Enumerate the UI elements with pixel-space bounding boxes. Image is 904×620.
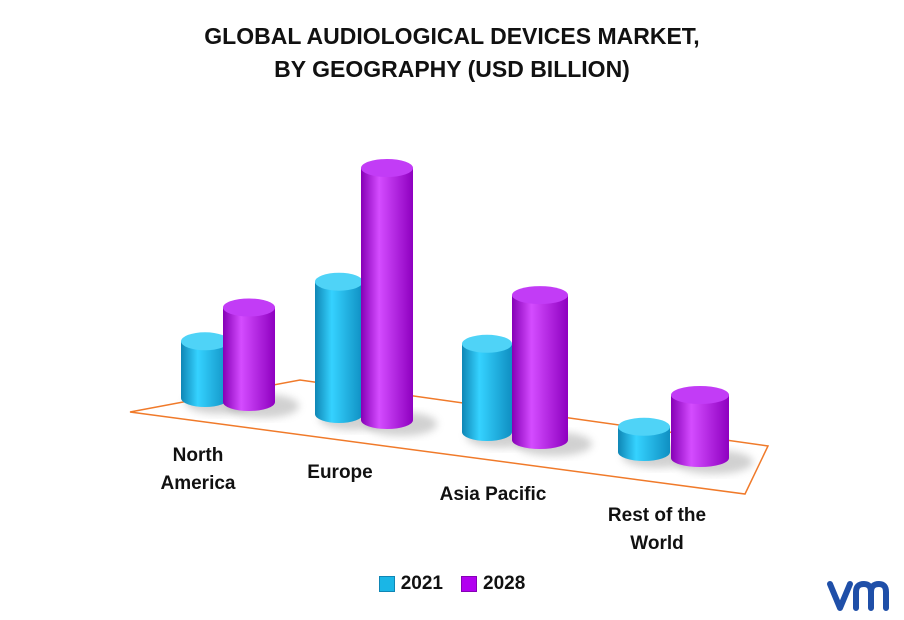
legend-swatch-2028 [461,576,477,592]
brand-logo [827,581,889,611]
category-label-1: Europe [307,462,372,483]
category-labels: North America Europe Asia Pacific Rest of th… [161,445,707,554]
legend-item-2021: 2021 [378,573,443,595]
chart-title: GLOBAL AUDIOLOGICAL DEVICES MARKET, BY G… [0,20,904,86]
bar-2028-0 [223,298,299,418]
legend-label-2028: 2028 [483,573,526,594]
bar-2028-2 [512,286,592,456]
legend-label-2021: 2021 [400,573,443,594]
category-label-0: North America [161,445,236,494]
bars-group [181,159,753,474]
bar-2028-3 [671,386,753,474]
chart-title-line-1: GLOBAL AUDIOLOGICAL DEVICES MARKET, [204,23,700,49]
category-label-2: Asia Pacific [440,484,547,505]
category-label-3: Rest of the World [608,505,706,554]
bar-2028-1 [361,159,437,436]
legend-item-2028: 2028 [461,573,525,595]
bar-2021-1 [315,272,387,430]
chart-title-line-2: BY GEOGRAPHY (USD BILLION) [274,56,630,82]
legend: 2021 2028 [0,573,904,595]
legend-swatch-2021 [378,576,395,592]
